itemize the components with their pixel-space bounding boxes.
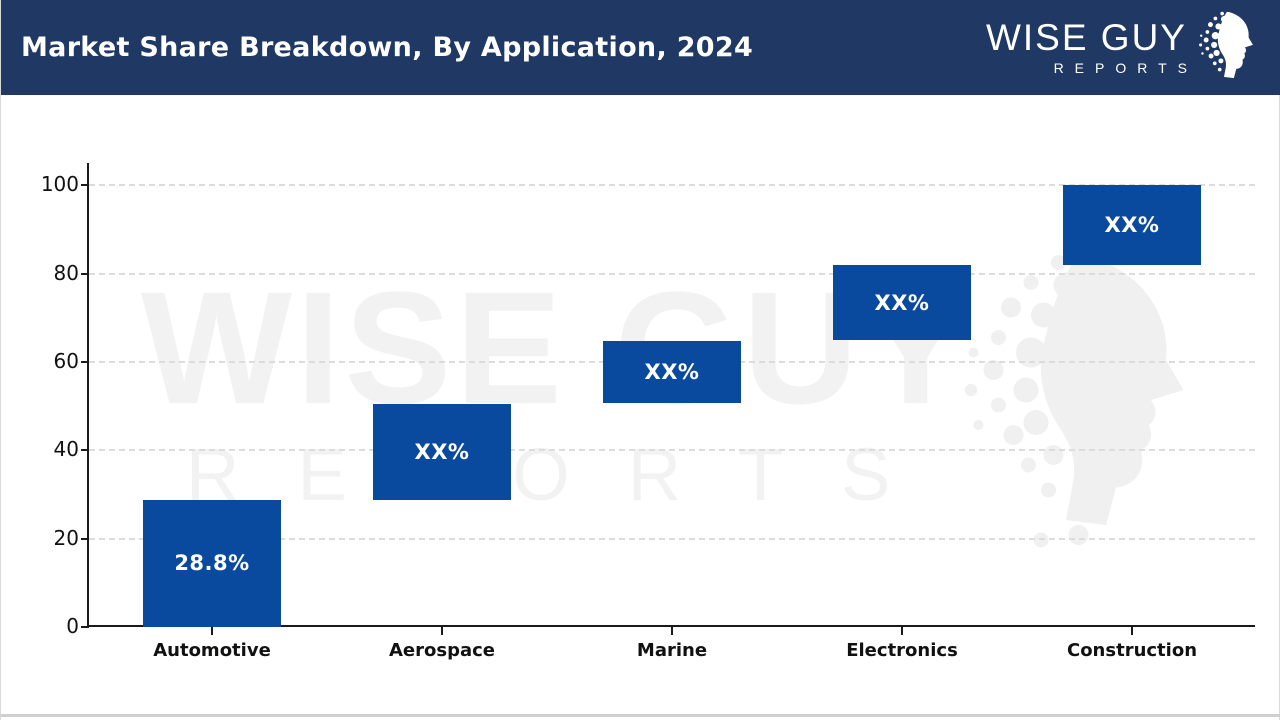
logo-face-icon (1199, 11, 1253, 78)
y-tick-mark-80 (81, 272, 89, 275)
x-tick-mark-4 (1131, 627, 1133, 635)
x-tick-label-3: Electronics (846, 640, 958, 661)
bar-value-label: XX% (874, 290, 930, 315)
y-tick-label-20: 20 (53, 525, 79, 550)
y-tick-label-80: 80 (53, 260, 79, 285)
logo-wordmark: WISE GUY (985, 17, 1187, 58)
gridline-100 (89, 184, 1255, 187)
x-axis-spine (87, 625, 1255, 627)
gridline-20 (89, 537, 1255, 540)
y-tick-label-0: 0 (66, 614, 79, 638)
logo-subtext: REPORTS (1053, 60, 1198, 76)
x-tick-mark-3 (901, 627, 903, 635)
y-tick-mark-100 (81, 184, 89, 187)
x-tick-label-2: Marine (636, 640, 708, 661)
y-tick-label-40: 40 (53, 437, 79, 462)
bar-segment-electronics: XX% (833, 265, 971, 340)
logo-text: WISE GUY REPORTS (986, 19, 1187, 76)
bar-segment-construction: XX% (1063, 185, 1201, 265)
y-tick-label-100: 100 (40, 172, 79, 197)
watermark-wordmark: WISE GUY (141, 258, 974, 437)
bar-segment-aerospace: XX% (373, 403, 511, 500)
x-tick-mark-1 (441, 627, 443, 635)
bar-value-label: XX% (414, 439, 470, 464)
y-tick-mark-0 (81, 626, 89, 628)
bar-value-label: XX% (1104, 213, 1160, 237)
bar-segment-marine: XX% (603, 341, 741, 404)
y-tick-mark-60 (81, 360, 89, 363)
y-tick-mark-40 (81, 449, 89, 452)
x-tick-mark-2 (671, 627, 673, 635)
wiseguy-logo: WISE GUY REPORTS (986, 8, 1255, 88)
x-tick-label-1: Aerospace (388, 640, 495, 661)
bar-value-label: 28.8% (174, 551, 250, 576)
y-axis-spine (87, 163, 89, 627)
header-bar: Market Share Breakdown, By Application, … (1, 0, 1280, 95)
x-tick-label-0: Automotive (153, 640, 271, 661)
chart-title: Market Share Breakdown, By Application, … (21, 32, 754, 63)
bar-segment-automotive: 28.8% (143, 499, 281, 627)
watermark-face-icon (964, 255, 1184, 548)
x-tick-label-4: Construction (1066, 640, 1198, 661)
x-tick-mark-0 (211, 627, 213, 635)
gridline-80 (89, 272, 1255, 275)
gridline-40 (89, 449, 1255, 452)
bar-value-label: XX% (644, 360, 700, 385)
y-tick-mark-20 (81, 537, 89, 540)
y-tick-label-60: 60 (53, 348, 79, 373)
bottom-divider (1, 714, 1280, 717)
